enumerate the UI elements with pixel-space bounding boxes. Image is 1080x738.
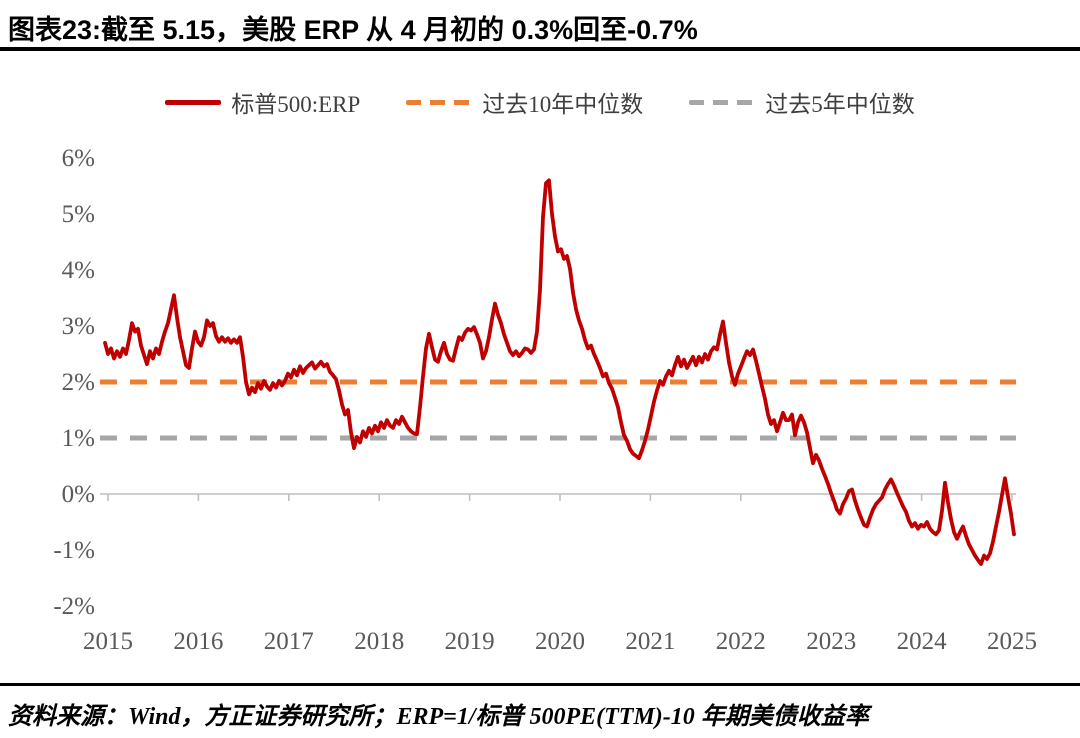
- y-axis-label-4pct: 4%: [62, 257, 95, 284]
- legend-item-median10y: 过去10年中位数: [406, 85, 643, 119]
- x-axis-label-2025: 2025: [987, 628, 1037, 655]
- title-divider: [0, 47, 1080, 51]
- gray-dashed-swatch-icon: [689, 99, 756, 105]
- x-axis-label-2020: 2020: [535, 628, 585, 655]
- y-axis-label--1pct: -1%: [53, 537, 95, 564]
- orange-dashed-swatch-icon: [406, 99, 473, 105]
- x-axis-label-2015: 2015: [83, 628, 133, 655]
- x-axis-label-2018: 2018: [354, 628, 404, 655]
- y-axis-label-1pct: 1%: [62, 425, 95, 452]
- y-axis-label-3pct: 3%: [62, 313, 95, 340]
- y-axis-label-6pct: 6%: [62, 145, 95, 172]
- chart-legend: 标普500:ERP 过去10年中位数 过去5年中位数: [0, 86, 1080, 118]
- red-line-swatch-icon: [165, 99, 222, 105]
- x-axis-label-2023: 2023: [806, 628, 856, 655]
- x-axis-label-2024: 2024: [897, 628, 948, 655]
- legend-label-median10y: 过去10年中位数: [482, 92, 644, 117]
- x-axis-label-2019: 2019: [445, 628, 495, 655]
- x-axis-label-2017: 2017: [264, 628, 314, 655]
- legend-item-median5y: 过去5年中位数: [689, 85, 915, 119]
- legend-label-median5y: 过去5年中位数: [765, 92, 915, 117]
- y-axis-label-0pct: 0%: [62, 481, 95, 508]
- y-axis-label-2pct: 2%: [62, 369, 95, 396]
- legend-item-erp: 标普500:ERP: [165, 85, 360, 119]
- footer-divider: [0, 683, 1080, 686]
- x-axis-label-2021: 2021: [625, 628, 675, 655]
- x-axis-label-2022: 2022: [716, 628, 766, 655]
- y-axis-label--2pct: -2%: [53, 593, 95, 620]
- sp500-erp-line: [103, 178, 1016, 566]
- y-axis-label-5pct: 5%: [62, 201, 95, 228]
- figure-title: 图表23:截至 5.15，美股 ERP 从 4 月初的 0.3%回至-0.7%: [8, 15, 698, 45]
- x-axis-label-2016: 2016: [173, 628, 223, 655]
- legend-label-erp: 标普500:ERP: [231, 92, 361, 117]
- source-note: 资料来源：Wind，方正证券研究所；ERP=1/标普 500PE(TTM)-10…: [8, 704, 869, 730]
